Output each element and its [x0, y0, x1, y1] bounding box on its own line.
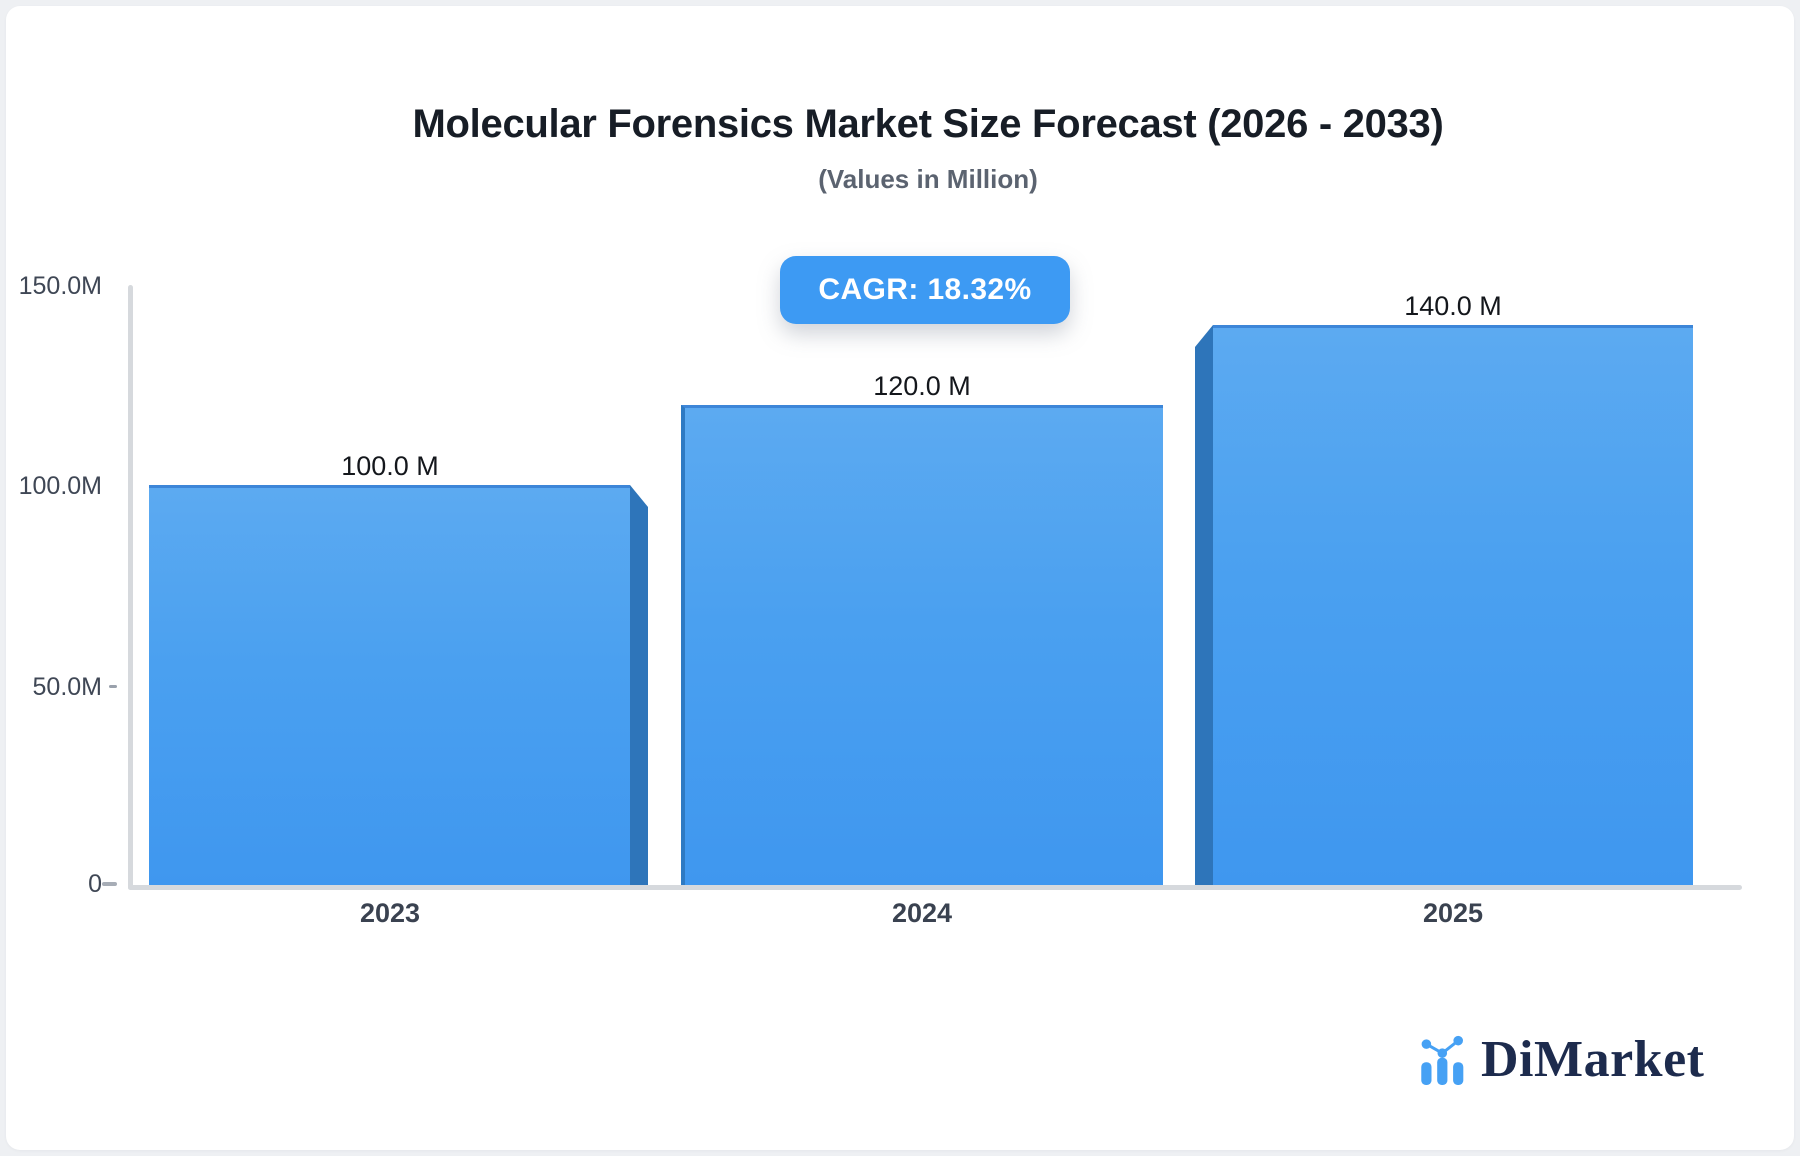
- x-axis-label-2023: 2023: [359, 898, 421, 928]
- y-tick-label-50: 50.0M: [32, 673, 102, 701]
- bar-chart-icon: [1421, 1035, 1464, 1085]
- y-tick-label-150: 150.0M: [18, 272, 102, 300]
- bar-2023: [149, 485, 630, 885]
- brand-logo: DiMarket: [1419, 1032, 1704, 1088]
- bar-2023-side-face: [630, 485, 648, 885]
- cagr-badge: CAGR: 18.32%: [780, 256, 1070, 324]
- bar-2023-value-label: 100.0 M: [341, 451, 439, 481]
- y-tick-mark-50: [109, 685, 117, 688]
- brand-name: DiMarket: [1481, 1031, 1705, 1088]
- bar-2025-side-face: [1195, 325, 1213, 885]
- chart-title: Molecular Forensics Market Size Forecast…: [412, 102, 1444, 146]
- y-tick-label-0: 0: [88, 870, 102, 898]
- bar-2024: [681, 405, 1163, 885]
- bar-2025: [1213, 325, 1693, 885]
- bar-2024-value-label: 120.0 M: [873, 371, 971, 401]
- y-tick-mark-0: [102, 882, 117, 886]
- x-axis-line: [128, 885, 1742, 890]
- y-axis-line: [128, 285, 133, 890]
- bar-2025-value-label: 140.0 M: [1404, 291, 1502, 321]
- cagr-badge-label: CAGR: 18.32%: [818, 273, 1032, 306]
- y-tick-label-100: 100.0M: [18, 472, 102, 500]
- x-axis-label-2024: 2024: [891, 898, 953, 928]
- chart-subtitle: (Values in Million): [818, 164, 1038, 194]
- x-axis-label-2025: 2025: [1422, 898, 1484, 928]
